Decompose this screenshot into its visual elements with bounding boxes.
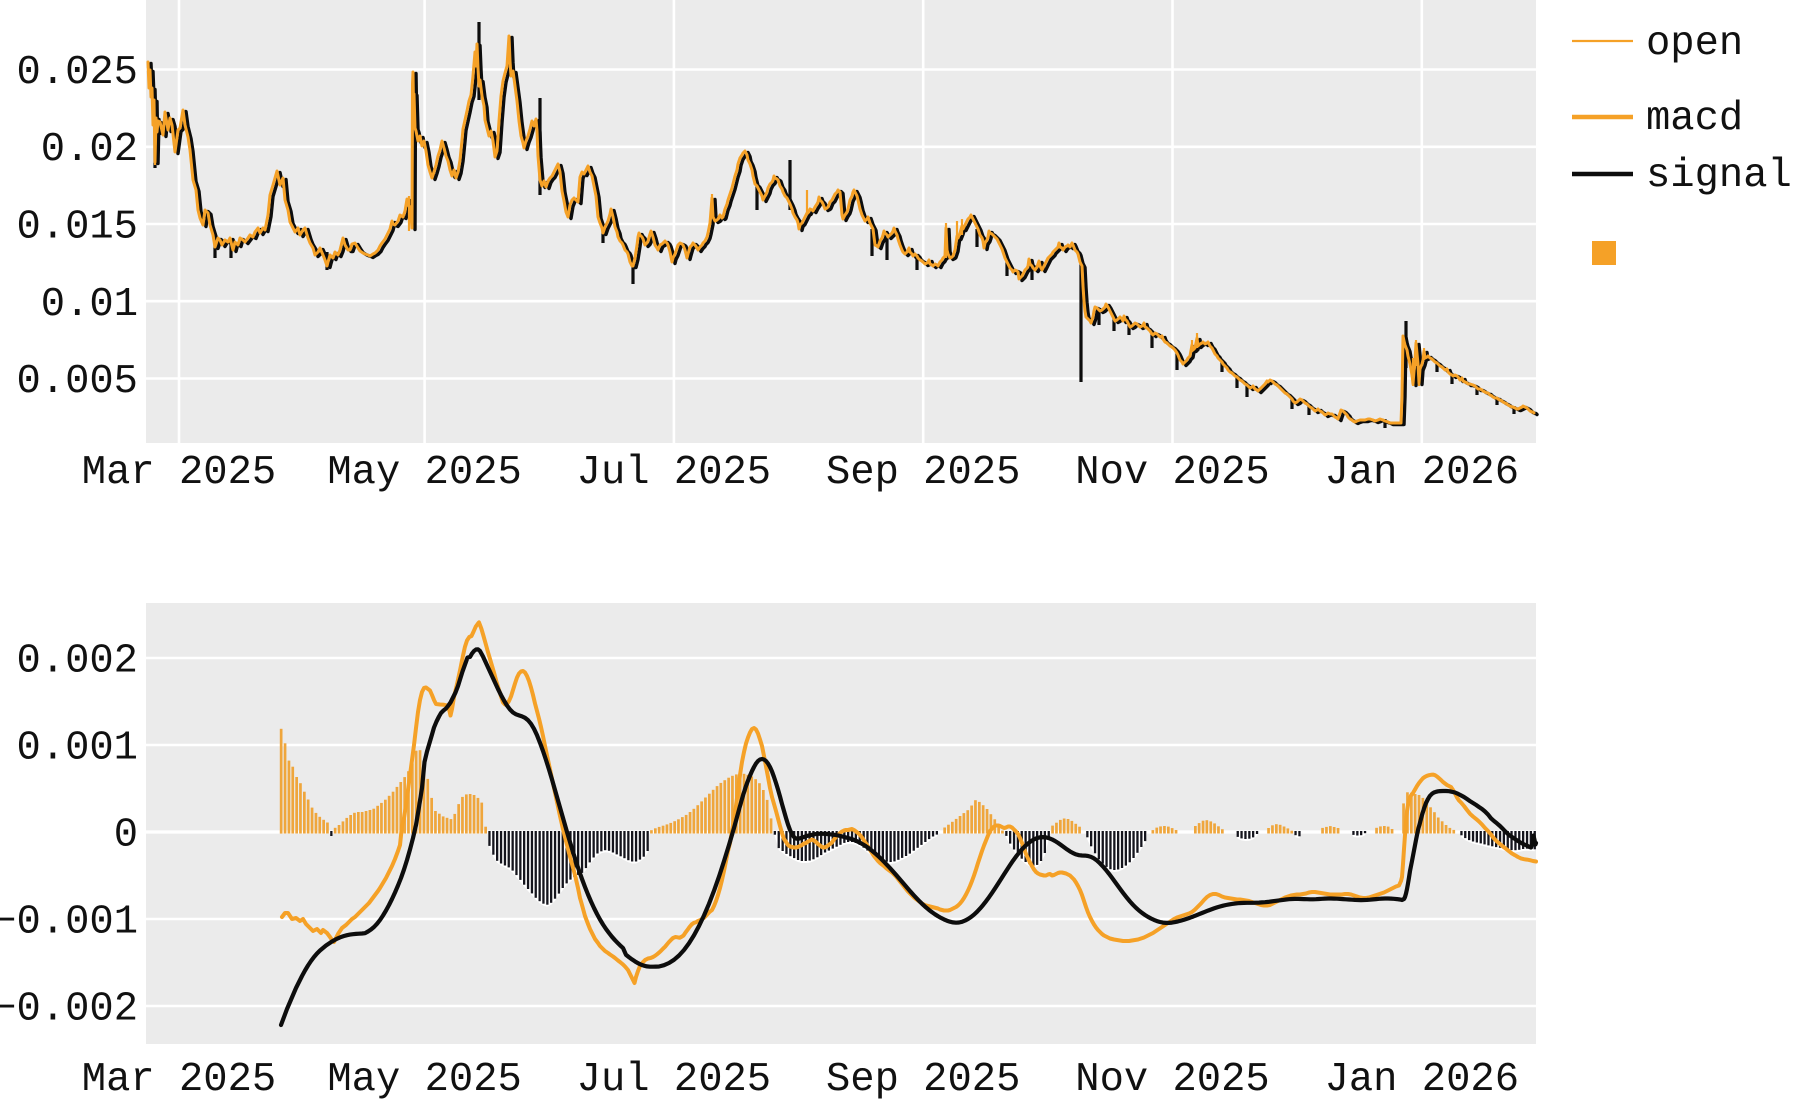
svg-text:Mar 2025: Mar 2025 (82, 450, 276, 496)
svg-text:0.005: 0.005 (16, 359, 138, 405)
svg-text:0: 0 (114, 813, 138, 859)
svg-text:Jul 2025: Jul 2025 (577, 1057, 771, 1100)
svg-text:May 2025: May 2025 (327, 450, 521, 496)
svg-text:0.015: 0.015 (16, 205, 138, 251)
svg-text:Mar 2025: Mar 2025 (82, 1057, 276, 1100)
svg-text:0.01: 0.01 (41, 282, 138, 328)
svg-text:Sep 2025: Sep 2025 (826, 450, 1020, 496)
svg-text:Jan 2026: Jan 2026 (1325, 1057, 1519, 1100)
svg-text:0.025: 0.025 (16, 50, 138, 96)
svg-text:−0.001: −0.001 (0, 900, 138, 946)
svg-text:0.001: 0.001 (16, 726, 138, 772)
svg-text:macd: macd (1646, 96, 1743, 142)
svg-text:0.02: 0.02 (41, 127, 138, 173)
svg-text:May 2025: May 2025 (327, 1057, 521, 1100)
svg-text:Nov 2025: Nov 2025 (1075, 450, 1269, 496)
svg-text:0.002: 0.002 (16, 639, 138, 685)
svg-text:Nov 2025: Nov 2025 (1075, 1057, 1269, 1100)
svg-text:Jul 2025: Jul 2025 (577, 450, 771, 496)
svg-text:Jan 2026: Jan 2026 (1325, 450, 1519, 496)
svg-text:open: open (1646, 21, 1743, 67)
svg-text:−0.002: −0.002 (0, 987, 138, 1033)
svg-text:signal: signal (1646, 153, 1792, 199)
svg-text:Sep 2025: Sep 2025 (826, 1057, 1020, 1100)
